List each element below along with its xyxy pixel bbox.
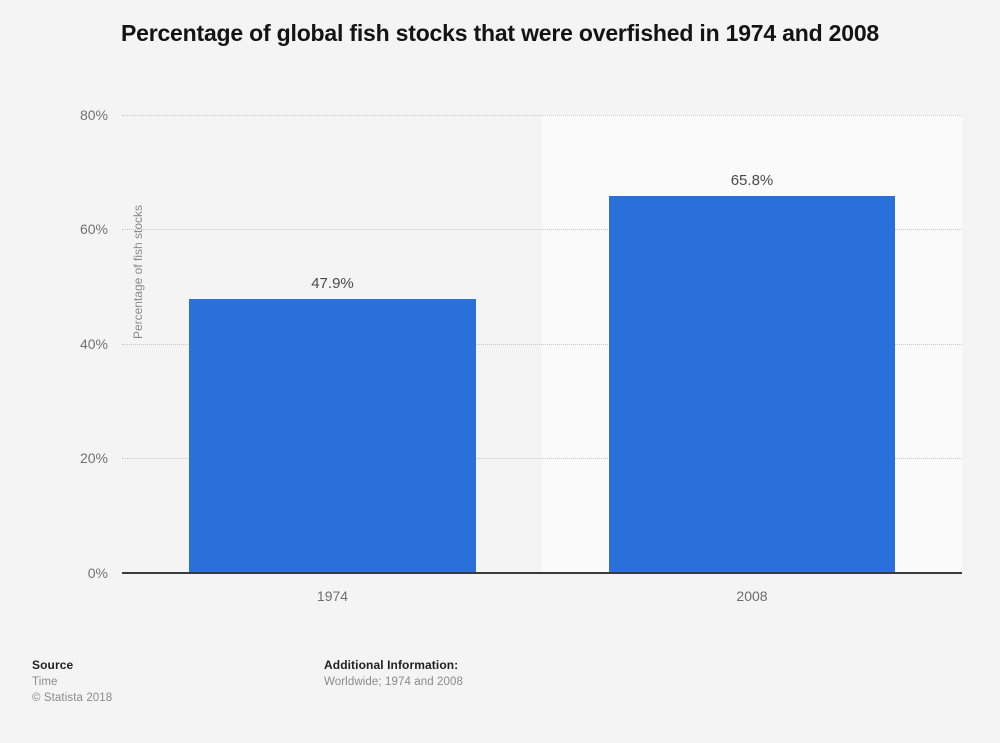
bar-value-label-1974: 47.9%	[311, 274, 354, 292]
x-axis-tick-label-1974: 1974	[316, 588, 349, 604]
gridline-60	[122, 229, 962, 230]
footer-additional-heading: Additional Information:	[324, 658, 459, 672]
y-axis-tick-label-0: 0%	[87, 565, 108, 581]
gridline-80	[122, 115, 962, 116]
y-axis-tick-label-80: 80%	[79, 107, 108, 123]
bar-1974[interactable]	[189, 298, 476, 573]
y-axis-title: Percentage of fish stocks	[131, 204, 145, 340]
footer-additional-block: Additional Information: Worldwide; 1974 …	[324, 657, 644, 690]
footer-source-name: Time	[32, 676, 58, 688]
footer-copyright: © Statista 2018	[32, 692, 113, 704]
y-axis-tick-label-40: 40%	[79, 336, 108, 352]
chart-title: Percentage of global fish stocks that we…	[120, 20, 880, 46]
footer-source-heading: Source	[32, 658, 74, 672]
gridline-40	[122, 344, 962, 345]
bar-2008[interactable]	[609, 196, 895, 573]
bar-value-label-2008: 65.8%	[730, 172, 774, 190]
footer-source-block: Source Time © Statista 2018	[32, 657, 292, 706]
gridline-20	[122, 458, 962, 459]
footer-additional-text: Worldwide; 1974 and 2008	[324, 676, 464, 688]
y-axis-tick-label-60: 60%	[79, 221, 108, 237]
y-axis-tick-label-20: 20%	[79, 450, 108, 466]
x-axis-tick-label-2008: 2008	[736, 588, 768, 604]
plot-area: 47.9% 65.8% Percentage of fish stocks	[122, 115, 962, 573]
x-axis-line	[122, 572, 962, 574]
